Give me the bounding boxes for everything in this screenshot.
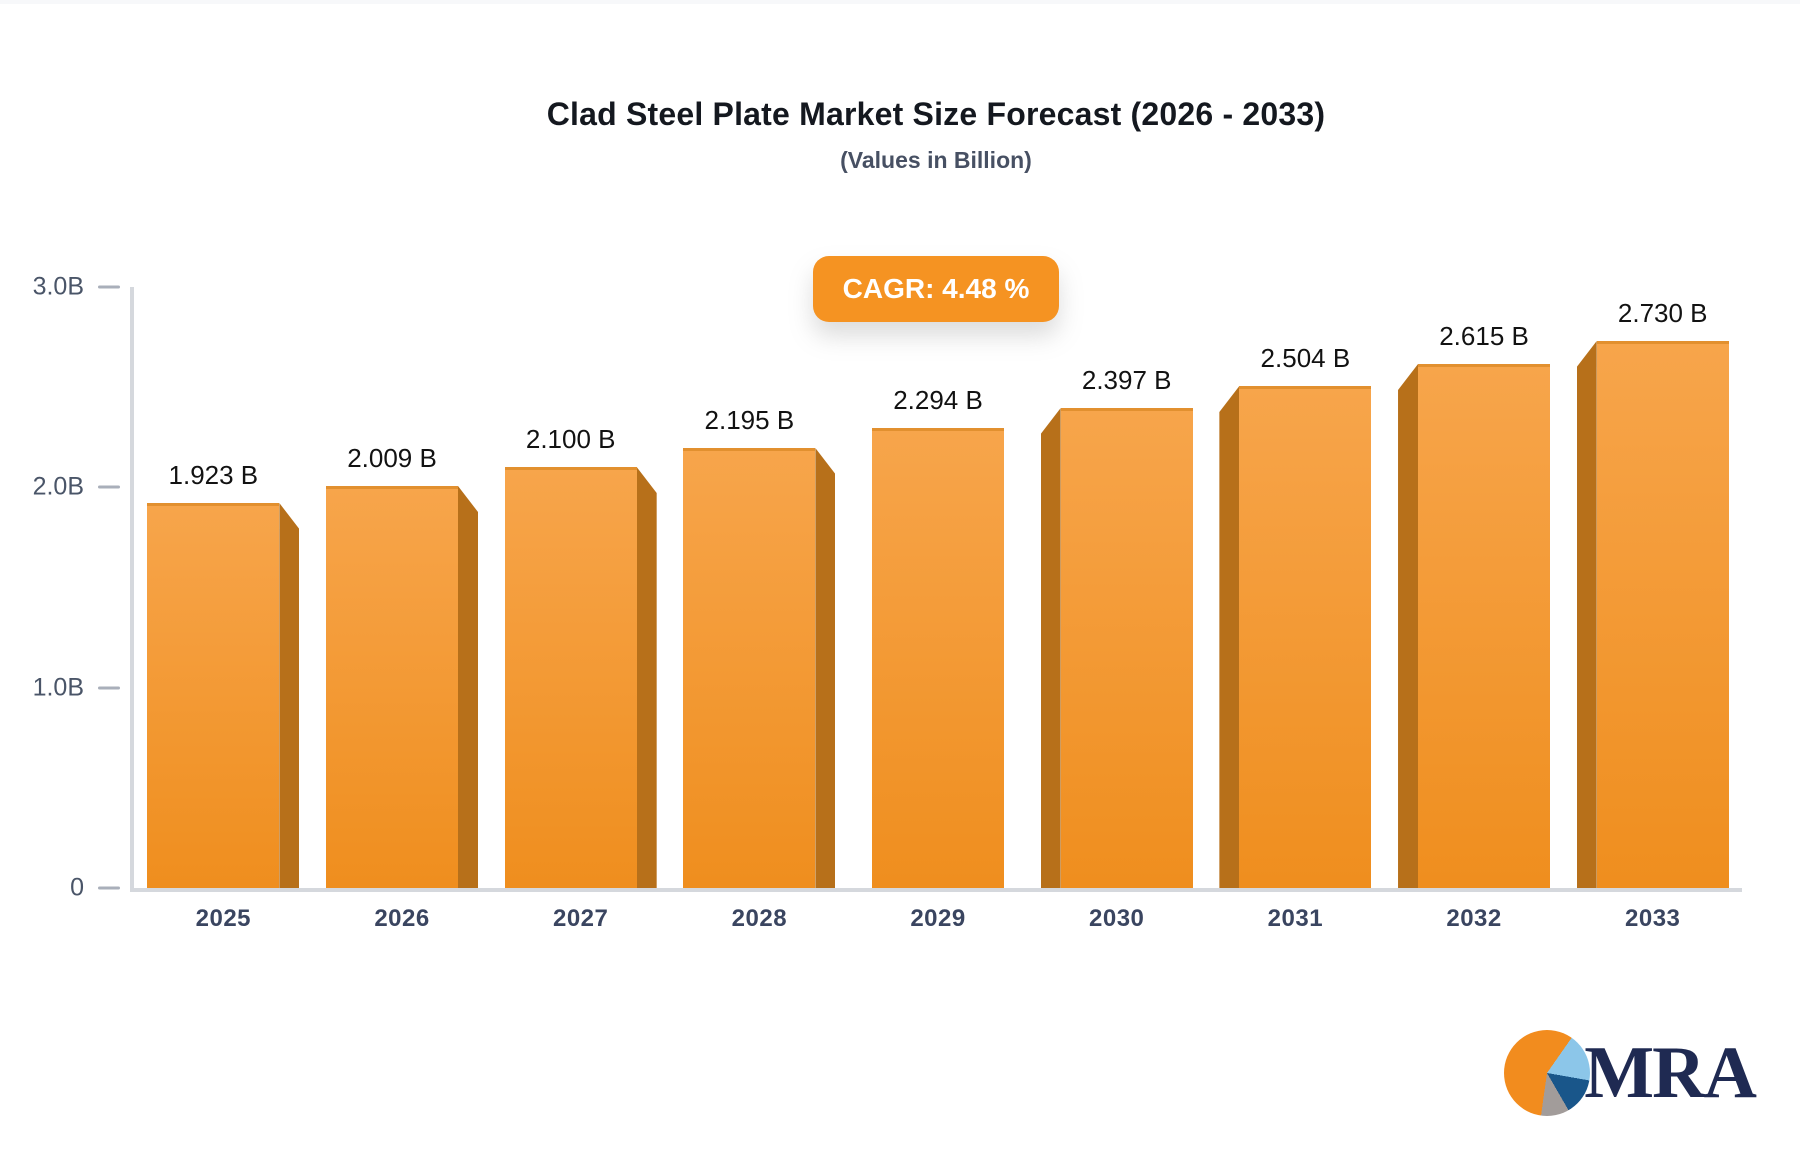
bar-face	[504, 467, 637, 888]
bar-cell-2033: 2.730 B	[1563, 298, 1742, 888]
y-axis-tick: 0	[70, 874, 120, 903]
x-axis-label-2026: 2026	[374, 905, 430, 932]
bar-face	[147, 503, 280, 888]
bar-value-label: 2.009 B	[347, 443, 437, 473]
y-axis-tick-label: 2.0B	[32, 472, 84, 501]
bar-2030	[1040, 408, 1193, 888]
x-axis-label-2033: 2033	[1625, 905, 1681, 932]
y-axis-tick-label: 1.0B	[32, 673, 84, 702]
y-axis-tick-mark	[98, 485, 120, 489]
bar-bevel	[1040, 408, 1061, 888]
bar-2033	[1576, 341, 1729, 888]
logo-text: MRA	[1584, 1032, 1757, 1114]
window-top-border	[0, 0, 1800, 4]
y-axis-line	[130, 287, 134, 892]
y-axis-tick-mark	[98, 686, 120, 690]
bar-cell-2025: 1.923 B	[134, 460, 313, 888]
x-axis-label-2030: 2030	[1089, 905, 1145, 932]
bar-value-label: 2.397 B	[1081, 365, 1172, 395]
y-axis-tick-mark	[98, 285, 120, 289]
x-axis-label-2029: 2029	[910, 905, 966, 932]
bar-value-label: 2.294 B	[893, 385, 983, 415]
bar-cell-2032: 2.615 B	[1385, 321, 1564, 888]
bar-cell-2029: 2.294 B	[849, 385, 1028, 888]
y-axis-tick: 1.0B	[33, 673, 120, 702]
bar-value-label: 2.195 B	[704, 405, 795, 435]
x-axis-label-2027: 2027	[552, 905, 609, 932]
chart-title: Clad Steel Plate Market Size Forecast (2…	[546, 96, 1326, 132]
bar-bevel	[815, 448, 836, 888]
bar-cell-2028: 2.195 B	[670, 405, 849, 888]
x-axis-label-2032: 2032	[1446, 905, 1502, 932]
bar-bevel	[1398, 364, 1419, 888]
bar-face	[683, 448, 816, 888]
y-axis: 3.0B 2.0B 1.0B 0	[0, 273, 126, 902]
bar-value-label: 1.923 B	[168, 460, 259, 490]
bar-2027	[504, 467, 657, 888]
bar-face	[1596, 341, 1729, 888]
pie-chart-icon	[1504, 1030, 1591, 1116]
bar-2026	[326, 486, 478, 888]
x-axis-label-2028: 2028	[731, 905, 788, 932]
bar-face	[872, 428, 1005, 888]
logo: MRA	[1504, 1030, 1757, 1116]
bar-value-label: 2.504 B	[1260, 343, 1351, 373]
bar-cell-2027: 2.100 B	[491, 424, 670, 888]
cagr-badge: CAGR: 4.48 %	[812, 256, 1060, 322]
bar-cell-2030: 2.397 B	[1027, 365, 1206, 888]
bar-face	[1418, 364, 1551, 888]
bar-bevel	[458, 486, 478, 888]
bar-bevel	[1219, 386, 1240, 888]
bar-2031	[1219, 386, 1372, 888]
bar-2025	[147, 503, 300, 888]
chart-subtitle: (Values in Billion)	[840, 147, 1032, 173]
bar-cell-2031: 2.504 B	[1206, 343, 1385, 888]
x-axis: 2025 2026 2027 2028 2029 2030 2031 2032 2033	[134, 905, 1742, 933]
bar-value-label: 2.615 B	[1439, 321, 1529, 351]
x-axis-label-2031: 2031	[1267, 905, 1324, 932]
bar-2029	[872, 428, 1005, 888]
bar-value-label: 2.100 B	[525, 424, 616, 454]
bar-bevel	[636, 467, 657, 888]
badge-row: CAGR: 4.48 %	[130, 256, 1742, 322]
bar-2028	[683, 448, 836, 888]
bars-row: 1.923 B 2.009 B 2.100 B 2.195 B 2.294 B 2.397…	[134, 287, 1742, 888]
bar-2032	[1398, 364, 1551, 888]
bar-cell-2026: 2.009 B	[313, 443, 492, 888]
y-axis-tick-mark	[98, 886, 120, 890]
bar-face	[1239, 386, 1372, 888]
y-axis-tick: 3.0B	[33, 273, 120, 302]
x-axis-line	[130, 888, 1742, 892]
y-axis-tick-label: 3.0B	[32, 272, 84, 301]
bar-face	[1060, 408, 1193, 888]
bar-bevel	[1576, 341, 1597, 888]
y-axis-tick-label: 0	[70, 873, 84, 902]
bar-value-label: 2.730 B	[1617, 298, 1708, 328]
x-axis-label-2025: 2025	[195, 905, 252, 932]
y-axis-tick: 2.0B	[33, 473, 120, 502]
bar-face	[326, 486, 458, 888]
bar-bevel	[279, 503, 300, 888]
